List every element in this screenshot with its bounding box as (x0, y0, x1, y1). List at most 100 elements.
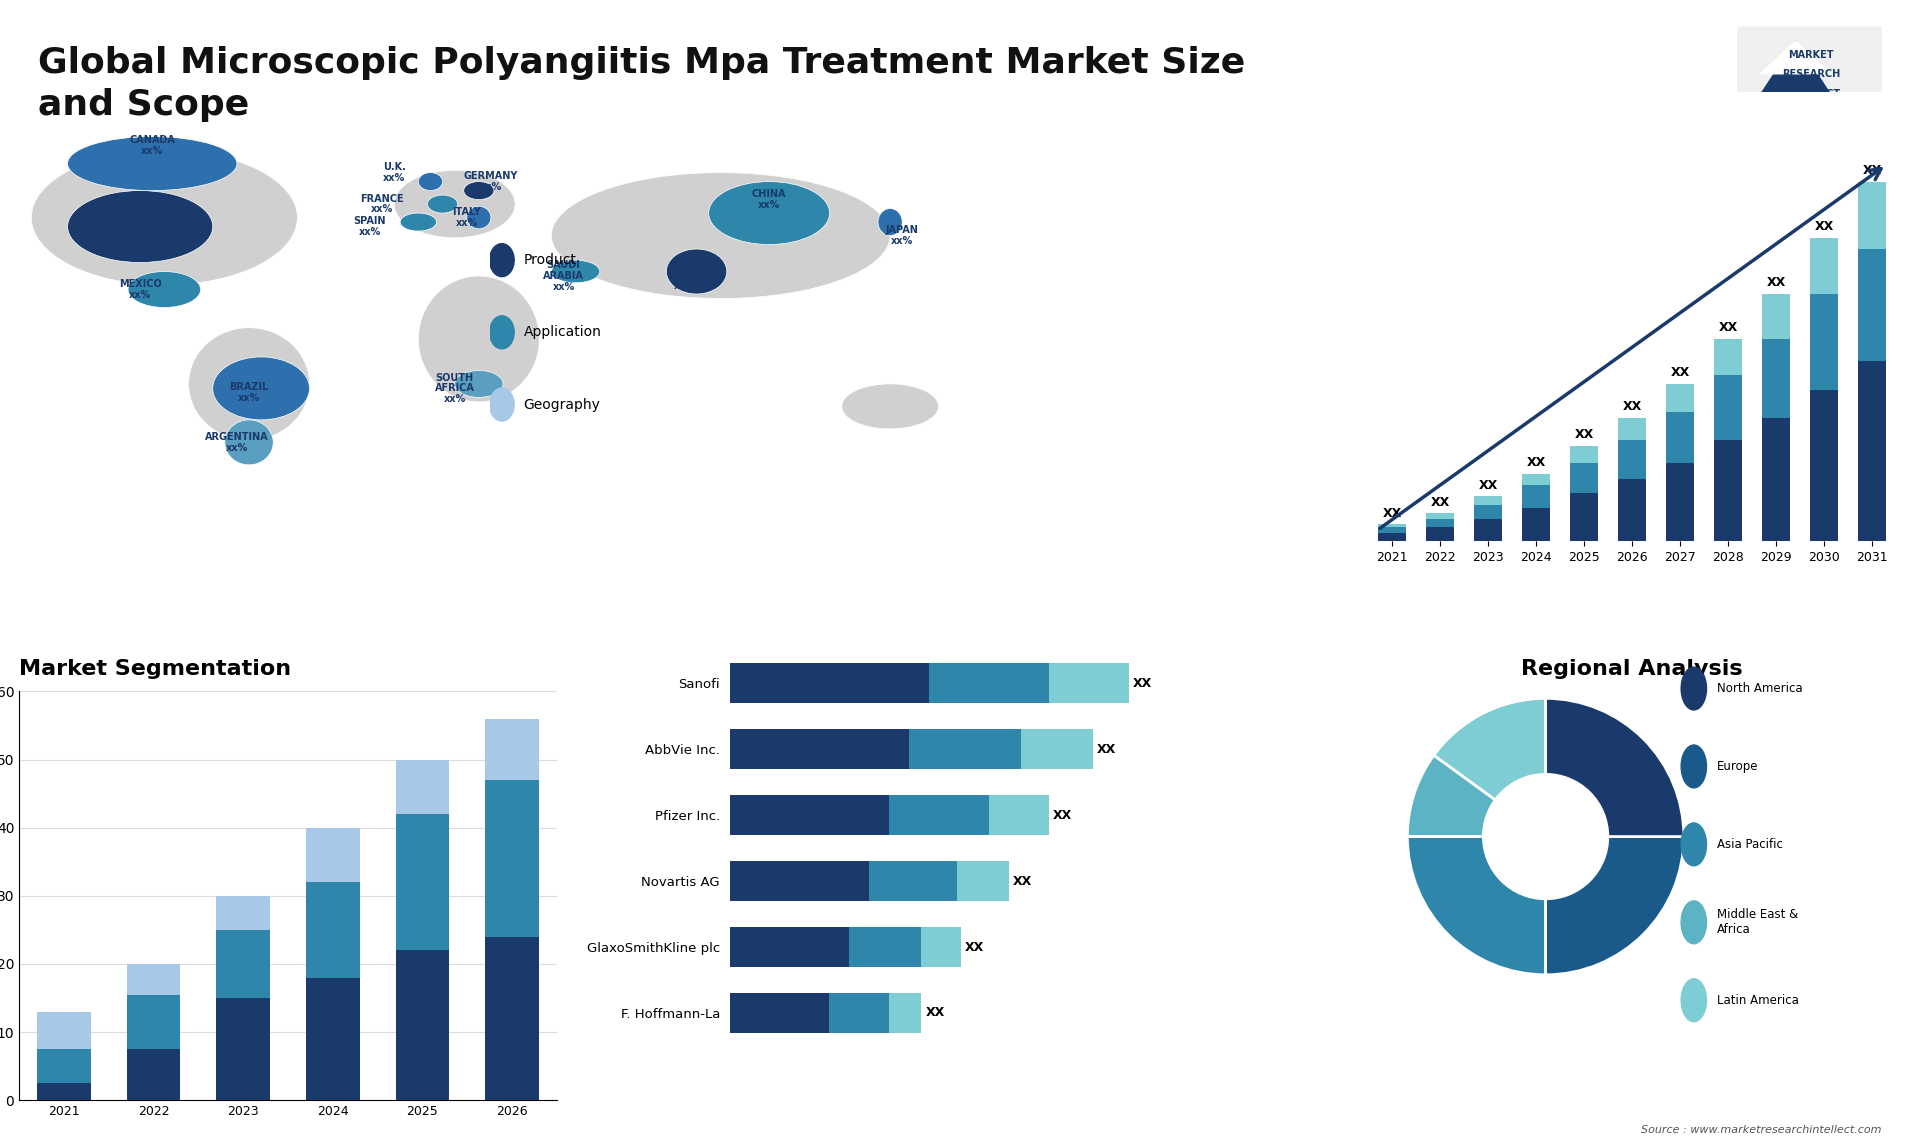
Ellipse shape (213, 356, 309, 419)
FancyBboxPatch shape (1738, 26, 1885, 134)
Text: BRAZIL
xx%: BRAZIL xx% (228, 383, 269, 403)
Ellipse shape (841, 384, 939, 429)
Bar (1617, 479, 1645, 541)
Text: Global Microscopic Polyangiitis Mpa Treatment Market Size
and Scope: Global Microscopic Polyangiitis Mpa Trea… (38, 46, 1246, 121)
Bar (989, 795, 1048, 834)
Text: XX: XX (1622, 400, 1642, 413)
Bar (486, 936, 540, 1100)
Text: XX: XX (1814, 220, 1834, 234)
Text: XX: XX (1766, 276, 1786, 290)
Text: XX: XX (1574, 429, 1594, 441)
Bar (1377, 527, 1405, 533)
Bar (396, 950, 449, 1100)
Bar (36, 1012, 90, 1049)
Text: XX: XX (966, 941, 985, 953)
Ellipse shape (551, 260, 599, 283)
Ellipse shape (455, 370, 503, 398)
Text: FRANCE
xx%: FRANCE xx% (361, 194, 403, 214)
Bar (730, 729, 910, 769)
Text: XX: XX (1526, 456, 1546, 470)
Text: INTELLECT: INTELLECT (1782, 89, 1839, 99)
Bar (1521, 473, 1549, 485)
Text: XX: XX (1133, 676, 1152, 690)
Bar (1021, 729, 1092, 769)
Bar (889, 795, 989, 834)
Bar (305, 978, 359, 1100)
Text: XX: XX (1478, 479, 1498, 492)
Bar (910, 729, 1021, 769)
Text: INDIA
xx%: INDIA xx% (670, 270, 699, 291)
Circle shape (1682, 823, 1707, 866)
Bar (1617, 417, 1645, 440)
Bar (396, 760, 449, 814)
Bar (1857, 249, 1885, 361)
Wedge shape (1407, 755, 1496, 837)
Ellipse shape (31, 150, 298, 285)
Circle shape (1682, 667, 1707, 709)
Text: JAPAN
xx%: JAPAN xx% (885, 225, 918, 246)
Ellipse shape (428, 195, 457, 213)
Bar (1665, 463, 1693, 541)
Text: MEXICO
xx%: MEXICO xx% (119, 280, 161, 300)
Bar (1377, 525, 1405, 527)
Bar (1713, 440, 1741, 541)
Text: Application: Application (524, 325, 601, 339)
Bar (1425, 519, 1453, 527)
Bar (1857, 181, 1885, 249)
Bar (730, 795, 889, 834)
Text: North America: North America (1716, 682, 1803, 694)
Ellipse shape (129, 272, 200, 307)
Bar (217, 998, 271, 1100)
Ellipse shape (467, 206, 492, 229)
Ellipse shape (465, 181, 493, 199)
Text: XX: XX (1014, 874, 1033, 887)
Text: GERMANY
xx%: GERMANY xx% (465, 171, 518, 193)
Text: U.K.
xx%: U.K. xx% (382, 163, 405, 183)
Bar (1473, 519, 1501, 541)
Bar (305, 882, 359, 978)
Circle shape (1682, 901, 1707, 944)
Bar (870, 862, 958, 901)
Wedge shape (1546, 698, 1684, 837)
Bar (1377, 533, 1405, 541)
Bar (1761, 295, 1789, 339)
Bar (1857, 361, 1885, 541)
Bar (730, 927, 849, 967)
Circle shape (490, 388, 515, 421)
Text: Source : www.marketresearchintellect.com: Source : www.marketresearchintellect.com (1642, 1124, 1882, 1135)
Bar (1425, 527, 1453, 541)
Bar (889, 994, 922, 1033)
Circle shape (1682, 745, 1707, 788)
Ellipse shape (225, 419, 273, 465)
Ellipse shape (708, 181, 829, 244)
Bar (1473, 496, 1501, 504)
Bar (217, 896, 271, 929)
Bar (1521, 485, 1549, 508)
Bar (396, 814, 449, 950)
Bar (1569, 446, 1597, 463)
Text: SAUDI
ARABIA
xx%: SAUDI ARABIA xx% (543, 260, 584, 292)
Text: Geography: Geography (524, 398, 601, 411)
Bar (1713, 339, 1741, 376)
Text: Asia Pacific: Asia Pacific (1716, 838, 1784, 850)
Text: XX: XX (1096, 743, 1116, 755)
Circle shape (1682, 979, 1707, 1022)
Bar (922, 927, 962, 967)
Bar (829, 994, 889, 1033)
Text: ARGENTINA
xx%: ARGENTINA xx% (205, 432, 269, 453)
Wedge shape (1407, 837, 1546, 975)
Bar (127, 964, 180, 995)
Wedge shape (1546, 837, 1684, 975)
Ellipse shape (399, 213, 436, 231)
Bar (127, 995, 180, 1049)
Bar (1473, 504, 1501, 519)
Title: Top Key Players: Top Key Players (862, 659, 1058, 678)
Bar (929, 664, 1048, 702)
Wedge shape (1434, 698, 1546, 800)
Ellipse shape (419, 173, 442, 190)
Text: Market Segmentation: Market Segmentation (19, 659, 292, 678)
Ellipse shape (419, 276, 540, 402)
Bar (36, 1049, 90, 1083)
Text: XX: XX (1052, 809, 1073, 822)
Bar (1761, 417, 1789, 541)
